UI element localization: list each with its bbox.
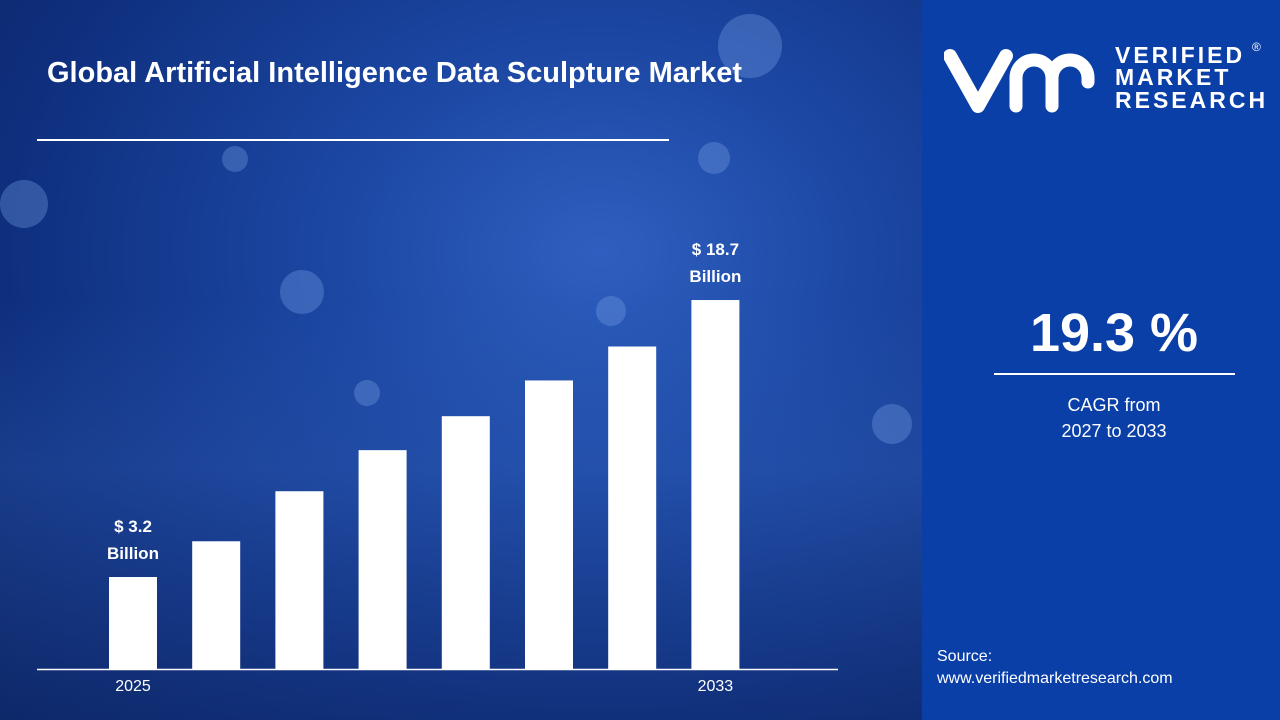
data-label-value: $ 3.2 [114, 517, 152, 536]
cagr-value: 19.3 % [1029, 303, 1199, 363]
cagr-divider [994, 373, 1235, 375]
bar [691, 300, 740, 669]
network-node-decoration [280, 270, 324, 314]
vmr-logo-mark [943, 49, 1095, 113]
data-label-unit: Billion [107, 544, 159, 563]
vmr-logo [943, 42, 1254, 114]
bar-chart: 2025 2033 $ 3.2 Billion $ 18.7 Billion [37, 240, 838, 695]
network-node-decoration [222, 146, 248, 172]
source-url[interactable]: www.verifiedmarketresearch.com [937, 670, 1173, 687]
source-label: Source: [937, 648, 993, 665]
network-node-decoration [718, 14, 782, 78]
cagr-label: CAGR from 2027 to 2033 [994, 392, 1234, 444]
bar [358, 450, 407, 669]
data-label-value: $ 18.7 [692, 240, 739, 259]
source: Source: www.verifiedmarketresearch.com [937, 646, 1173, 690]
x-tick-label: 2033 [698, 678, 734, 695]
chart-title: Global Artificial Intelligence Data Scul… [47, 57, 743, 89]
network-node-decoration [354, 380, 380, 406]
network-node-decoration [596, 296, 626, 326]
bar [525, 380, 573, 669]
registered-mark: ® [1252, 40, 1261, 54]
side-panel [922, 0, 1280, 720]
bar [192, 541, 241, 669]
x-tick-label: 2025 [115, 678, 151, 695]
title-underline [37, 139, 669, 141]
bar [608, 346, 657, 669]
data-label-unit: Billion [689, 267, 741, 286]
cagr-label-line1: CAGR from [1067, 395, 1161, 415]
logo-text-verified: VERIFIED [1115, 42, 1246, 68]
network-node-decoration [698, 142, 730, 174]
logo-text-research: RESEARCH [1115, 87, 1269, 113]
network-node-decoration [872, 404, 912, 444]
network-node-decoration [0, 180, 48, 228]
cagr-label-line2: 2027 to 2033 [1061, 421, 1167, 441]
logo-text-market: MARKET [1115, 64, 1232, 90]
bar [441, 416, 490, 669]
bar [275, 491, 324, 669]
bar [109, 577, 157, 669]
